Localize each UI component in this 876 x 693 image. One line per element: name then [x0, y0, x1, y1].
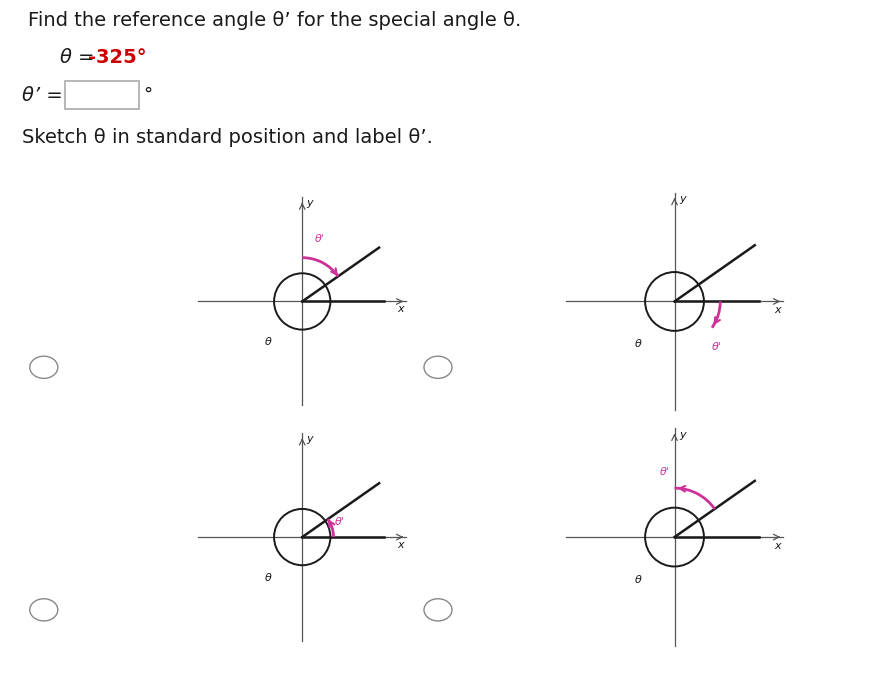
- Text: θ': θ': [335, 516, 344, 527]
- Text: Sketch θ in standard position and label θ’.: Sketch θ in standard position and label …: [22, 128, 433, 147]
- Text: θ': θ': [660, 467, 669, 477]
- Text: x: x: [774, 305, 781, 315]
- Text: y: y: [680, 194, 686, 204]
- Text: θ: θ: [265, 337, 272, 347]
- Text: θ =: θ =: [60, 48, 101, 67]
- Text: θ’ =: θ’ =: [22, 86, 69, 105]
- Text: θ: θ: [265, 573, 272, 583]
- Text: θ: θ: [635, 574, 642, 585]
- Text: y: y: [307, 198, 314, 208]
- FancyBboxPatch shape: [65, 81, 139, 109]
- Text: θ: θ: [635, 339, 642, 349]
- Text: x: x: [774, 541, 781, 550]
- Text: x: x: [398, 304, 404, 315]
- Text: θ': θ': [712, 342, 722, 353]
- Text: x: x: [398, 540, 404, 550]
- Text: y: y: [307, 434, 314, 444]
- Text: °: °: [143, 86, 152, 104]
- Text: y: y: [680, 430, 686, 439]
- Text: -325°: -325°: [88, 48, 146, 67]
- Text: Find the reference angle θ’ for the special angle θ.: Find the reference angle θ’ for the spec…: [28, 11, 521, 30]
- Text: θ': θ': [314, 234, 324, 244]
